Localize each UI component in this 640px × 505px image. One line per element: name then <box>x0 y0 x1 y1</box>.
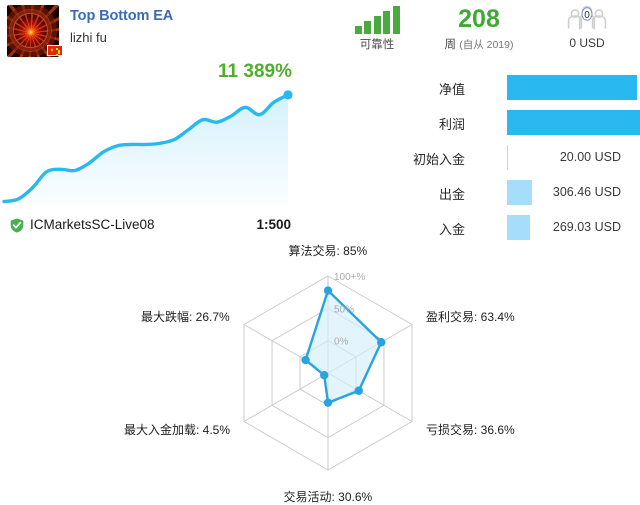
stat-row: 净值1 682.44 USD <box>330 70 640 105</box>
leverage-value: 1:500 <box>256 217 291 232</box>
header-text-block: Top Bottom EA lizhi fu <box>70 8 173 45</box>
radar-chart-svg: 100+% 50% 0% <box>243 272 413 471</box>
equity-chart-svg <box>2 90 293 204</box>
metric-subscribers-label: 0 USD <box>569 36 605 50</box>
avatar-image <box>7 5 59 57</box>
stat-row: 利润1 699.87 USD <box>330 105 640 140</box>
equity-line <box>2 93 290 204</box>
radar-ring-label: 0% <box>334 337 349 348</box>
stat-bar-track <box>507 75 640 100</box>
stat-bar-track <box>507 110 640 135</box>
metric-reliability: 可靠性 <box>330 4 424 52</box>
equity-chart: 11 389% <box>0 61 300 212</box>
stat-bar-track <box>507 215 640 240</box>
equity-area-fill <box>4 94 288 204</box>
stat-label: 出金 <box>438 187 465 202</box>
radar-data-point <box>323 398 333 407</box>
signal-title[interactable]: Top Bottom EA <box>70 8 174 24</box>
radar-ring-label: 100+% <box>334 272 366 283</box>
stat-bar <box>507 215 530 240</box>
radar-axis-label: 最大入金加载: 4.5% <box>124 423 231 437</box>
people-group-icon: 0 <box>534 4 640 34</box>
stat-bar <box>507 110 640 135</box>
stat-value: 269.03 USD <box>552 220 621 234</box>
stat-row: 初始入金 20.00 USD <box>330 140 640 175</box>
stat-bar <box>507 75 638 100</box>
subscribers-count: 0 <box>584 10 590 21</box>
radar-data-point <box>320 370 329 380</box>
radar-axis-label: 算法交易: 85% <box>288 243 368 258</box>
radar-axis-label: 盈利交易: 63.4% <box>426 310 515 324</box>
equity-gain-value: 11 389% <box>218 61 292 82</box>
green-shield-check-icon <box>10 218 24 233</box>
stat-label: 入金 <box>438 222 465 237</box>
metric-weeks-unit: 周 <box>444 39 457 51</box>
radar-data-point <box>377 338 386 347</box>
metric-reliability-label: 可靠性 <box>359 39 395 51</box>
metric-weeks-since: (自从 2019) <box>459 39 514 51</box>
metric-weeks-label: 周 (自从 2019) <box>424 36 534 52</box>
stat-value: 306.46 USD <box>552 185 621 199</box>
metric-weeks: 208 周 (自从 2019) <box>424 4 534 52</box>
signal-author[interactable]: lizhi fu <box>70 30 107 45</box>
metric-weeks-value: 208 <box>458 5 500 33</box>
radar-axis-label: 交易活动: 30.6% <box>283 489 373 504</box>
broker-row: ICMarketsSC-Live08 1:500 <box>0 215 300 239</box>
stat-bar <box>507 180 533 205</box>
stat-row: 出金 306.46 USD <box>330 175 640 210</box>
radar-chart: 100+% 50% 0% 算法交易: 85% 盈利交易: 63.4% 亏损交易: 36.… <box>124 244 528 504</box>
stat-bar-track <box>507 145 640 170</box>
radar-data-point <box>354 386 363 395</box>
top-metrics: 可靠性 208 周 (自从 2019) 0 0 USD <box>330 4 640 58</box>
broker-name[interactable]: ICMarketsSC-Live08 <box>30 217 155 232</box>
stat-bar-track <box>507 180 640 205</box>
stat-value: 20.00 USD <box>559 150 621 164</box>
stat-bar <box>507 145 508 170</box>
stat-label: 利润 <box>438 117 465 132</box>
radar-spoke <box>243 372 329 422</box>
radar-data-point <box>323 286 333 295</box>
stats-table: 净值1 682.44 USD利润1 699.87 USD 初始入金 20.00 US… <box>330 70 640 245</box>
china-flag-icon <box>47 45 63 56</box>
radar-ring-label: 50% <box>334 304 354 315</box>
signal-header: Top Bottom EA lizhi fu <box>7 5 317 57</box>
radar-axis-label: 最大跌幅: 26.7% <box>141 310 230 324</box>
signal-bars-icon <box>330 4 424 34</box>
radar-axis-label: 亏损交易: 36.6% <box>426 423 515 437</box>
avatar[interactable] <box>7 5 63 57</box>
radar-data-point <box>301 355 310 365</box>
stat-label: 初始入金 <box>412 152 465 167</box>
stat-row: 入金 269.03 USD <box>330 210 640 245</box>
metric-subscribers: 0 0 USD <box>534 4 640 50</box>
stat-label: 净值 <box>438 82 465 97</box>
equity-end-point <box>283 90 293 100</box>
